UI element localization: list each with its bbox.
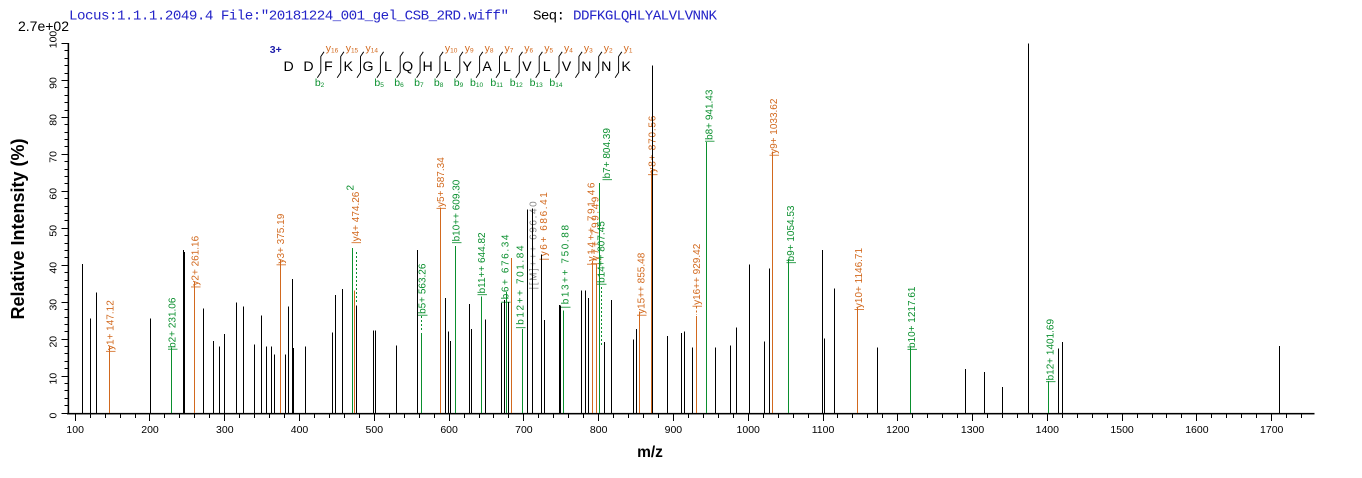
svg-text:2: 2 — [346, 185, 357, 191]
svg-text:1000: 1000 — [737, 424, 761, 436]
svg-text:1200: 1200 — [886, 424, 910, 436]
svg-text:y1: y1 — [624, 43, 633, 55]
svg-text:y9: y9 — [465, 43, 474, 55]
svg-text:K: K — [343, 59, 353, 75]
svg-text:m/z: m/z — [637, 444, 663, 461]
svg-text:y4: y4 — [564, 43, 573, 55]
svg-text:y6: y6 — [524, 43, 533, 55]
svg-text:D: D — [283, 59, 293, 75]
svg-text:K: K — [621, 59, 631, 75]
svg-text:L: L — [543, 59, 551, 75]
svg-text:y2: y2 — [604, 43, 613, 55]
svg-text:|b9+ 1054.53: |b9+ 1054.53 — [786, 205, 797, 264]
svg-text:|y1+ 147.12: |y1+ 147.12 — [105, 300, 116, 353]
svg-text:|b12++ 701.84: |b12++ 701.84 — [516, 244, 527, 329]
svg-text:|b14++ 807.45: |b14++ 807.45 — [596, 221, 607, 286]
svg-text:Q: Q — [402, 59, 413, 75]
svg-text:2.7e+02: 2.7e+02 — [18, 18, 69, 34]
svg-text:y3: y3 — [584, 43, 593, 55]
svg-text:D: D — [303, 59, 313, 75]
svg-text:y7: y7 — [505, 43, 514, 55]
svg-text:b8: b8 — [434, 77, 444, 89]
svg-text:H: H — [422, 59, 432, 75]
svg-text:L: L — [503, 59, 511, 75]
svg-text:500: 500 — [366, 424, 384, 436]
svg-text:700: 700 — [515, 424, 533, 436]
svg-text:|b13++ 750.88: |b13++ 750.88 — [560, 223, 571, 308]
svg-text:|b11++ 644.82: |b11++ 644.82 — [477, 232, 488, 296]
svg-text:b6: b6 — [394, 77, 404, 89]
svg-text:3+: 3+ — [270, 44, 282, 56]
svg-text:|b2+ 231.06: |b2+ 231.06 — [167, 297, 178, 350]
svg-text:b7: b7 — [414, 77, 424, 89]
svg-text:1400: 1400 — [1036, 424, 1060, 436]
svg-text:L: L — [384, 59, 392, 75]
svg-text:|b5+ 563.26: |b5+ 563.26 — [417, 263, 428, 316]
svg-text:400: 400 — [291, 424, 309, 436]
svg-text:Seq:: Seq: — [533, 9, 565, 25]
svg-text:N: N — [601, 59, 611, 75]
svg-text:b9: b9 — [454, 77, 464, 89]
svg-text:60: 60 — [48, 188, 60, 200]
svg-text:|b8+ 941.43: |b8+ 941.43 — [704, 89, 715, 142]
svg-text:F: F — [324, 59, 333, 75]
svg-text:20: 20 — [48, 336, 60, 348]
svg-text:|[M]+++ 696.40: |[M]+++ 696.40 — [529, 200, 540, 290]
svg-text:|b12+ 1401.69: |b12+ 1401.69 — [1045, 319, 1056, 383]
svg-text:0: 0 — [48, 413, 60, 419]
svg-text:b2: b2 — [315, 77, 325, 89]
svg-text:800: 800 — [590, 424, 608, 436]
svg-text:1100: 1100 — [812, 424, 835, 436]
svg-text:|y16++ 929.42: |y16++ 929.42 — [692, 243, 703, 307]
svg-text:1600: 1600 — [1185, 424, 1209, 436]
svg-text:A: A — [482, 59, 492, 75]
svg-text:600: 600 — [440, 424, 458, 436]
svg-text:80: 80 — [48, 114, 60, 126]
svg-text:G: G — [362, 59, 373, 75]
svg-text:V: V — [562, 59, 572, 75]
svg-text:|y6+ 686.41: |y6+ 686.41 — [539, 191, 550, 261]
svg-text:|y2+ 261.16: |y2+ 261.16 — [191, 235, 202, 288]
svg-text:DDFKGLQHLYALVLVNNK: DDFKGLQHLYALVLVNNK — [573, 9, 717, 25]
svg-text:Relative Intensity (%): Relative Intensity (%) — [8, 138, 28, 319]
svg-text:1700: 1700 — [1260, 424, 1284, 436]
svg-text:50: 50 — [48, 225, 60, 237]
svg-text:|b7+ 804.39: |b7+ 804.39 — [602, 128, 613, 181]
svg-text:|y7+ 799.49: |y7+ 799.49 — [591, 195, 602, 265]
svg-text:70: 70 — [48, 151, 60, 163]
svg-text:40: 40 — [48, 262, 60, 274]
svg-text:|y15++ 855.48: |y15++ 855.48 — [637, 252, 648, 316]
svg-text:|b10+ 1217.61: |b10+ 1217.61 — [907, 286, 918, 350]
svg-text:100: 100 — [48, 31, 60, 49]
svg-text:90: 90 — [48, 77, 60, 89]
svg-text:|y14++ 791.46: |y14++ 791.46 — [587, 181, 598, 266]
svg-text:|y4+ 474.26: |y4+ 474.26 — [351, 191, 362, 244]
svg-text:V: V — [522, 59, 532, 75]
svg-text:y5: y5 — [544, 43, 553, 55]
svg-text:b5: b5 — [374, 77, 384, 89]
svg-text:|y10+ 1146.71: |y10+ 1146.71 — [854, 248, 865, 311]
svg-text:Y: Y — [462, 59, 472, 75]
svg-text:1300: 1300 — [961, 424, 985, 436]
svg-text:200: 200 — [141, 424, 159, 436]
svg-text:300: 300 — [216, 424, 234, 436]
svg-text:|y5+ 587.34: |y5+ 587.34 — [436, 157, 447, 210]
svg-text:N: N — [581, 59, 591, 75]
svg-text:900: 900 — [665, 424, 683, 436]
svg-text:|y3+ 375.19: |y3+ 375.19 — [276, 213, 287, 266]
svg-text:|b6+ 676.34: |b6+ 676.34 — [501, 233, 512, 304]
svg-text:30: 30 — [48, 299, 60, 311]
svg-text:y8: y8 — [485, 43, 494, 55]
svg-text:Locus:1.1.1.2049.4 File:"20181: Locus:1.1.1.2049.4 File:"20181224_001_ge… — [69, 9, 509, 25]
svg-text:|y9+ 1033.62: |y9+ 1033.62 — [769, 98, 780, 156]
svg-text:100: 100 — [66, 424, 84, 436]
svg-text:1500: 1500 — [1110, 424, 1134, 436]
svg-text:10: 10 — [48, 373, 60, 385]
svg-text:L: L — [443, 59, 451, 75]
svg-text:|b10++ 609.30: |b10++ 609.30 — [452, 179, 463, 244]
